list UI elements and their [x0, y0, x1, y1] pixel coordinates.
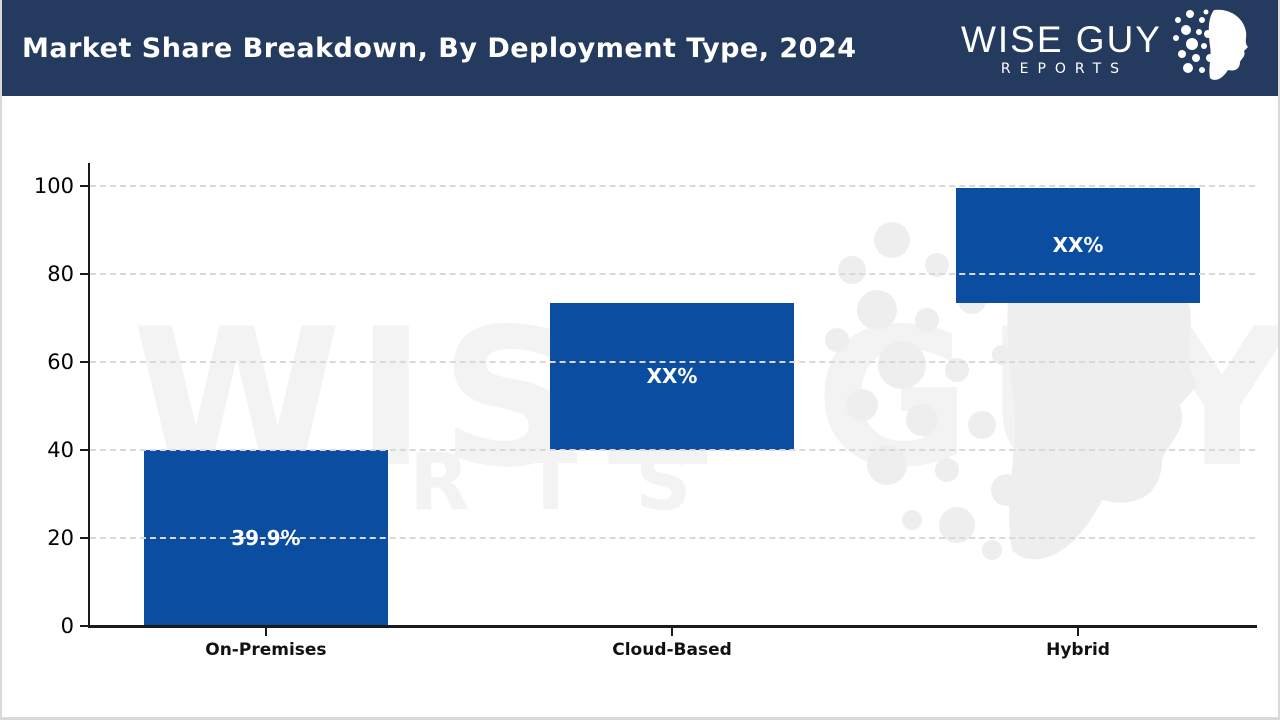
gridline-60 — [90, 361, 1255, 363]
y-tick-label-100: 100 — [33, 174, 74, 198]
y-tick-mark-60 — [80, 361, 88, 363]
page-title: Market Share Breakdown, By Deployment Ty… — [22, 32, 857, 64]
y-tick-label-40: 40 — [47, 438, 74, 462]
x-tick-mark-2 — [671, 628, 674, 636]
bar-cloud-based — [550, 302, 794, 450]
bar-value-label-1: 39.9% — [231, 526, 301, 551]
x-axis-line — [88, 625, 1257, 628]
brand-name: WISE GUY — [960, 18, 1162, 60]
y-tick-label-20: 20 — [47, 526, 74, 550]
y-tick-mark-20 — [80, 537, 88, 539]
gridline-40 — [90, 449, 1255, 451]
gridline-80 — [90, 273, 1255, 275]
y-tick-mark-40 — [80, 449, 88, 451]
gridline-20 — [90, 537, 1255, 539]
x-category-label-1: On-Premises — [205, 640, 327, 660]
y-tick-mark-0 — [80, 625, 88, 627]
bar-value-label-2: XX% — [646, 364, 698, 389]
header-bar: Market Share Breakdown, By Deployment Ty… — [2, 0, 1278, 96]
x-tick-mark-1 — [264, 628, 267, 636]
y-axis-line — [88, 163, 90, 628]
brand-logo-text: WISE GUY REPORTS — [961, 21, 1162, 76]
brand-logo: WISE GUY REPORTS — [961, 6, 1256, 90]
y-tick-mark-100 — [80, 185, 88, 187]
plot-area: 39.9% XX% XX% — [90, 163, 1255, 626]
y-tick-label-80: 80 — [47, 262, 74, 286]
bar-value-label-3: XX% — [1052, 233, 1104, 258]
gridline-100 — [90, 185, 1255, 187]
y-tick-label-60: 60 — [47, 350, 74, 374]
bar-hybrid — [956, 188, 1200, 303]
dotted-head-icon — [1164, 6, 1256, 90]
x-category-label-2: Cloud-Based — [612, 640, 732, 660]
x-tick-mark-3 — [1077, 628, 1080, 636]
brand-subname: REPORTS — [1000, 60, 1129, 77]
y-tick-mark-80 — [80, 273, 88, 275]
y-tick-label-0: 0 — [60, 614, 74, 638]
x-category-label-3: Hybrid — [1046, 640, 1110, 660]
